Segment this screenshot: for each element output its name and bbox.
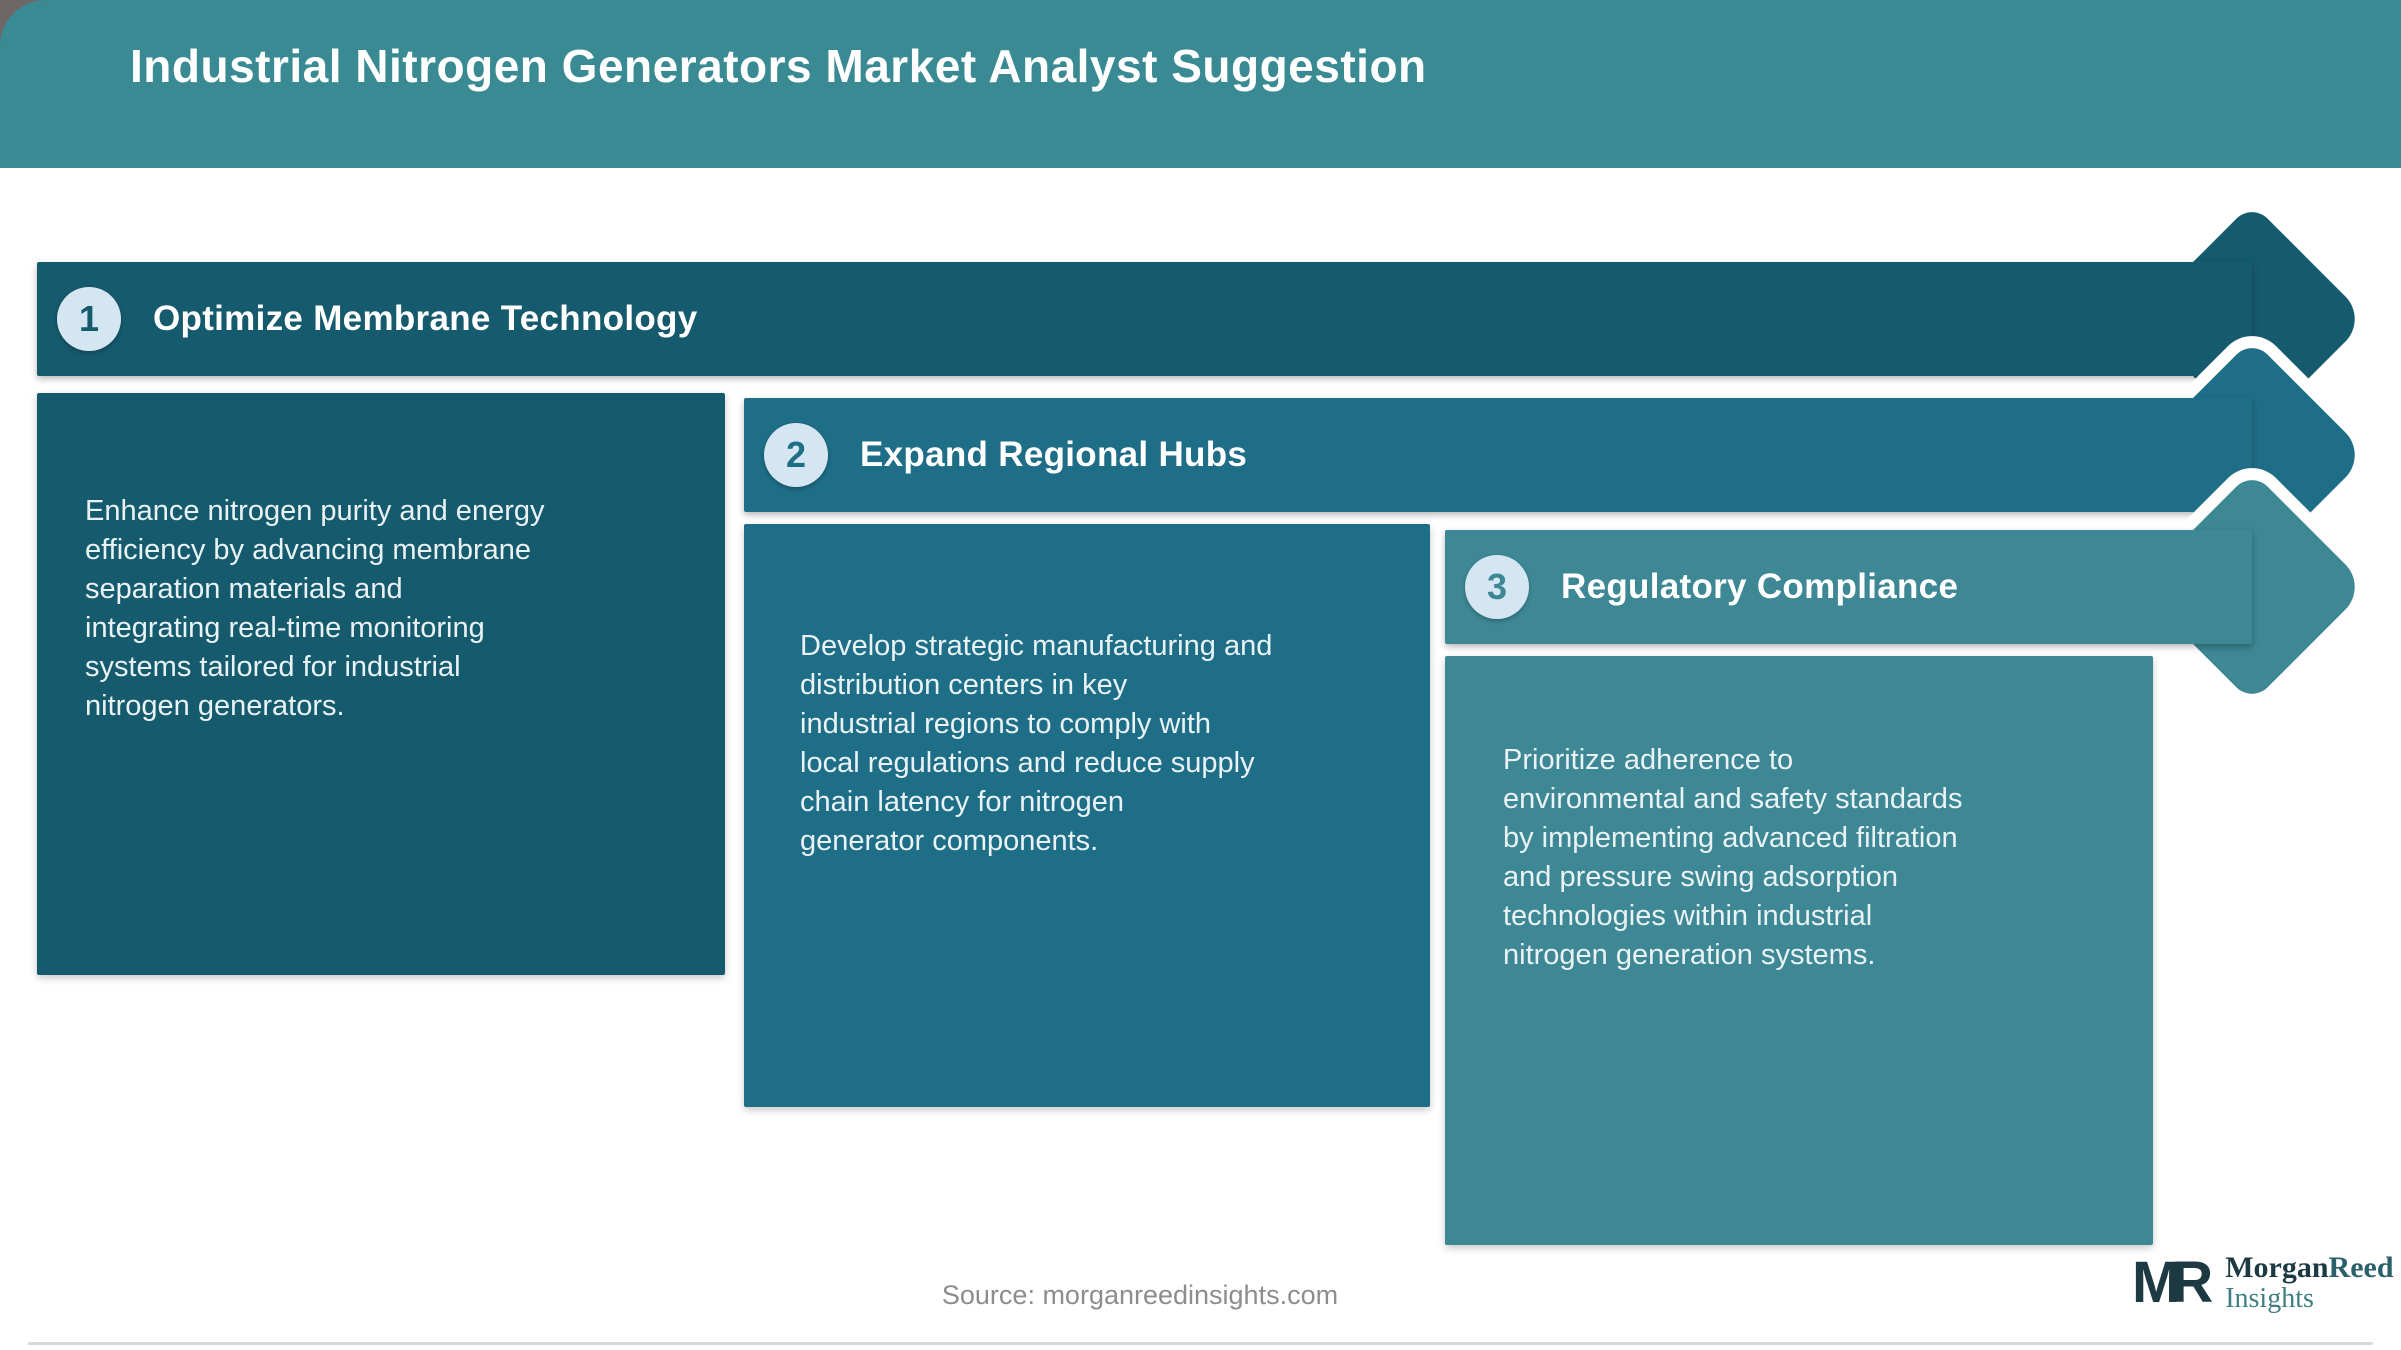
logo-monogram-icon: MR <box>2132 1250 2213 1316</box>
step-number: 2 <box>785 434 807 475</box>
step-3-banner: 3 Regulatory Compliance <box>1445 530 2252 644</box>
brand-logo: MR MorganReed Insights <box>2132 1250 2394 1316</box>
arrow-halo <box>2119 454 2385 720</box>
step-1-description-box: Enhance nitrogen purity and energy effic… <box>37 393 725 975</box>
step-title: Expand Regional Hubs <box>860 435 1248 474</box>
arrow-halo <box>2119 186 2385 452</box>
step-number: 1 <box>78 298 100 339</box>
arrow-head-icon <box>2136 471 2368 703</box>
step-2-description: Develop strategic manufacturing and dist… <box>800 630 1273 857</box>
logo-text: MorganReed Insights <box>2225 1251 2394 1315</box>
arrow-head-icon <box>2136 339 2368 571</box>
step-3-description-box: Prioritize adherence to environmental an… <box>1445 656 2153 1245</box>
step-number: 3 <box>1486 566 1508 607</box>
step-1-banner: 1 Optimize Membrane Technology <box>37 262 2252 376</box>
step-number-badge: 2 <box>764 423 828 487</box>
step-2-description-box: Develop strategic manufacturing and dist… <box>744 524 1430 1107</box>
step-title: Regulatory Compliance <box>1561 567 1959 606</box>
bottom-divider <box>28 1342 2373 1345</box>
logo-name-secondary: Reed <box>2328 1251 2394 1284</box>
step-1-description: Enhance nitrogen purity and energy effic… <box>85 495 545 722</box>
arrow-head-icon <box>2136 203 2368 435</box>
step-number-badge: 1 <box>57 287 121 351</box>
header: Industrial Nitrogen Generators Market An… <box>0 0 2401 168</box>
logo-name: MorganReed <box>2225 1251 2394 1284</box>
step-number-badge: 3 <box>1465 555 1529 619</box>
arrow-halo <box>2119 322 2385 588</box>
step-2-banner: 2 Expand Regional Hubs <box>744 398 2252 512</box>
source-text: Source: morganreedinsights.com <box>941 1280 1339 1310</box>
step-title: Optimize Membrane Technology <box>153 299 698 338</box>
logo-name-primary: Morgan <box>2225 1251 2329 1284</box>
step-3-description: Prioritize adherence to environmental an… <box>1503 744 1963 971</box>
logo-tagline: Insights <box>2225 1283 2314 1315</box>
page-title: Industrial Nitrogen Generators Market An… <box>130 40 1427 92</box>
